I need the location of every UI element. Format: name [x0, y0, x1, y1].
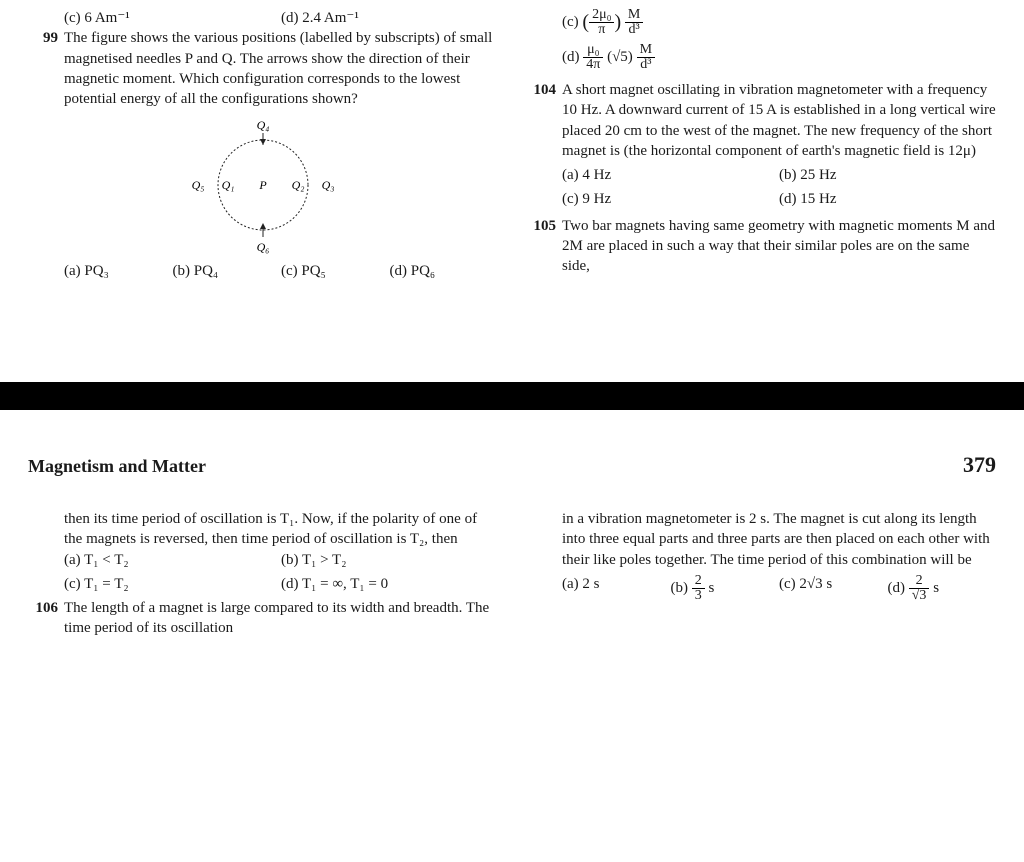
q106-right-text: in a vibration magnetometer is 2 s. The …	[562, 509, 996, 570]
q99-opt-a: (a) PQ₃	[64, 261, 173, 281]
q106-opt-a: (a) 2 s	[562, 574, 671, 603]
q106-opt-b: (b) 23 s	[671, 574, 780, 603]
chapter-header: Magnetism and Matter 379	[28, 450, 996, 480]
q103-d-f2d: d³	[637, 58, 655, 72]
fig-q5: Q₅	[192, 178, 205, 192]
bottom-columns: then its time period of oscillation is T…	[28, 509, 996, 643]
top-left-col: (c) 6 Am⁻¹ (d) 2.4 Am⁻¹ 99 The figure sh…	[28, 8, 498, 282]
q103-d-mid: (√5)	[607, 49, 633, 65]
q105-number: 105	[526, 216, 562, 236]
q105-opt-d: (d) T₁ = ∞, T₁ = 0	[281, 574, 498, 594]
q103-c-f2n: M	[625, 8, 643, 23]
page-number: 379	[963, 450, 996, 480]
q99-figure: Q₄ Q₅ Q₁ P Q₂ Q₃ Q₆	[178, 115, 348, 255]
q103-d-f1d: 4π	[583, 58, 603, 72]
q104-opt-c: (c) 9 Hz	[562, 189, 779, 209]
q99-text: The figure shows the various positions (…	[64, 28, 498, 109]
q105-opt-a: (a) T₁ < T₂	[64, 550, 281, 570]
q103-opt-d: (d) μ₀4π (√5) Md³	[562, 43, 996, 72]
q106-d-suf: s	[929, 580, 939, 596]
q106: 106 The length of a magnet is large comp…	[28, 598, 498, 639]
q103-d-f2n: M	[637, 43, 655, 58]
top-columns: (c) 6 Am⁻¹ (d) 2.4 Am⁻¹ 99 The figure sh…	[28, 8, 996, 282]
q106-d-d: √3	[909, 589, 930, 603]
q106-b-pre: (b)	[671, 580, 692, 596]
bottom-right-col: in a vibration magnetometer is 2 s. The …	[526, 509, 996, 643]
fig-q6: Q₆	[257, 240, 270, 254]
q106-b-suf: s	[705, 580, 715, 596]
q104-text: A short magnet oscillating in vibration …	[562, 80, 996, 161]
q103-d-f1n: μ₀	[583, 43, 603, 58]
q105: 105 Two bar magnets having same geometry…	[526, 216, 996, 277]
fig-q4: Q₄	[257, 118, 270, 132]
fig-p: P	[258, 178, 267, 192]
page-root: (c) 6 Am⁻¹ (d) 2.4 Am⁻¹ 99 The figure sh…	[28, 8, 996, 643]
fig-q2: Q₂	[292, 178, 305, 192]
q99-opt-c: (c) PQ₅	[281, 261, 390, 281]
q106-b-d: 3	[692, 589, 705, 603]
section-divider-bar	[0, 382, 1024, 410]
q105-text: Two bar magnets having same geometry wit…	[562, 216, 996, 277]
q104-opt-b: (b) 25 Hz	[779, 165, 996, 185]
q106-number: 106	[28, 598, 64, 618]
q99-opt-b: (b) PQ₄	[173, 261, 282, 281]
q103-c-f1d: π	[589, 23, 614, 37]
q99: 99 The figure shows the various position…	[28, 28, 498, 109]
q104-opt-a: (a) 4 Hz	[562, 165, 779, 185]
q103-c-f1n: 2μ₀	[589, 8, 614, 23]
q104-options: (a) 4 Hz (b) 25 Hz (c) 9 Hz (d) 15 Hz	[562, 165, 996, 210]
q106-text: The length of a magnet is large compared…	[64, 598, 498, 639]
q98-options-cd: (c) 6 Am⁻¹ (d) 2.4 Am⁻¹	[64, 8, 498, 28]
q106-d-pre: (d)	[888, 580, 909, 596]
q103-opt-c: (c) (2μ₀π) Md³	[562, 8, 996, 37]
q105-opt-c: (c) T₁ = T₂	[64, 574, 281, 594]
bottom-left-col: then its time period of oscillation is T…	[28, 509, 498, 643]
q98-opt-d: (d) 2.4 Am⁻¹	[281, 8, 498, 28]
fig-q3: Q₃	[322, 178, 335, 192]
q103-c-label: (c)	[562, 14, 582, 30]
q106-options: (a) 2 s (b) 23 s (c) 2√3 s (d) 2√3 s	[562, 574, 996, 603]
q103-c-f2d: d³	[625, 23, 643, 37]
q104-number: 104	[526, 80, 562, 100]
top-right-col: (c) (2μ₀π) Md³ (d) μ₀4π (√5) Md³ 104 A s…	[526, 8, 996, 282]
q99-opt-d: (d) PQ₆	[390, 261, 499, 281]
fig-q1: Q₁	[222, 178, 235, 192]
q104-opt-d: (d) 15 Hz	[779, 189, 996, 209]
q106-opt-c: (c) 2√3 s	[779, 574, 888, 603]
q105-opt-b: (b) T₁ > T₂	[281, 550, 498, 570]
q105-continuation: then its time period of oscillation is T…	[64, 509, 498, 550]
q103-d-label: (d)	[562, 49, 583, 65]
q104: 104 A short magnet oscillating in vibrat…	[526, 80, 996, 161]
q98-opt-c: (c) 6 Am⁻¹	[64, 8, 281, 28]
q106-opt-d: (d) 2√3 s	[888, 574, 997, 603]
q105-options: (a) T₁ < T₂ (b) T₁ > T₂ (c) T₁ = T₂ (d) …	[64, 550, 498, 595]
chapter-title: Magnetism and Matter	[28, 454, 206, 478]
q99-options: (a) PQ₃ (b) PQ₄ (c) PQ₅ (d) PQ₆	[64, 261, 498, 281]
q106-d-n: 2	[909, 574, 930, 589]
q99-number: 99	[28, 28, 64, 48]
q106-b-n: 2	[692, 574, 705, 589]
